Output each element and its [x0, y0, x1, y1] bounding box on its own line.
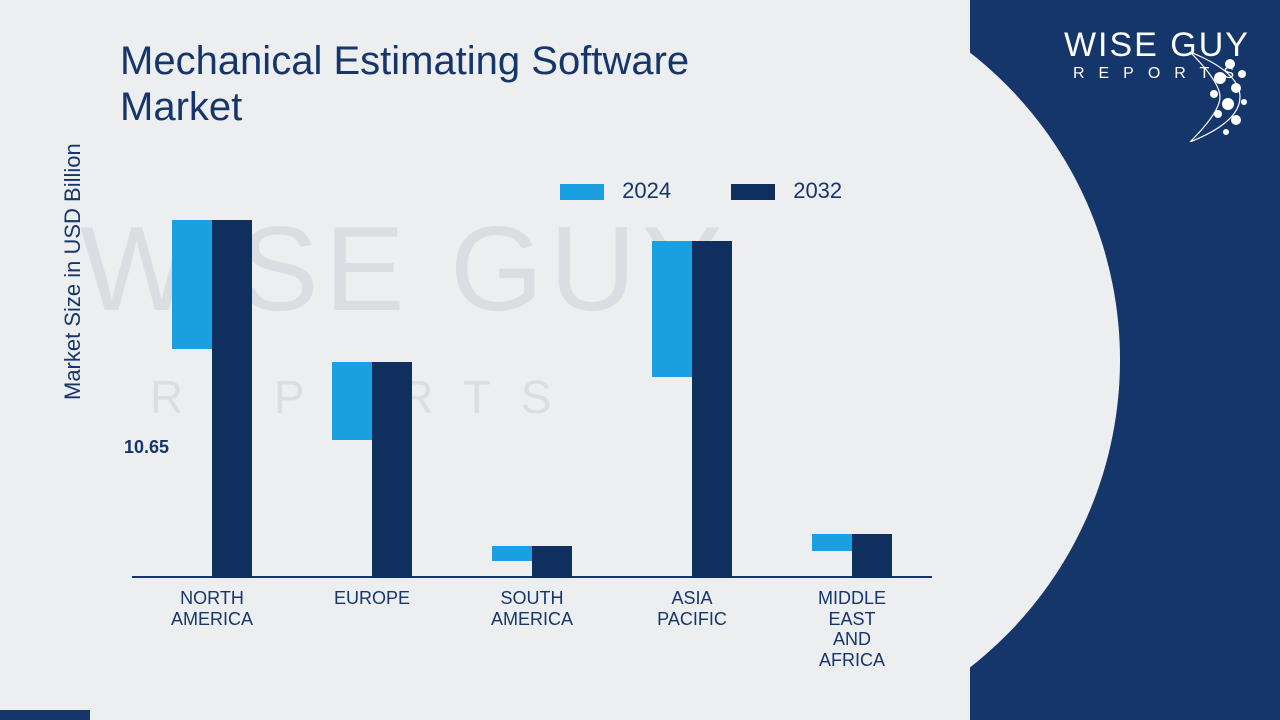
legend-label-2032: 2032 — [793, 178, 842, 203]
legend-swatch-2024 — [560, 184, 604, 200]
brand-name-top: WISE GUY — [1064, 28, 1250, 62]
legend-swatch-2032 — [731, 184, 775, 200]
x-axis-label: ASIAPACIFIC — [612, 588, 772, 629]
legend-item-2024: 2024 — [560, 178, 671, 204]
x-axis-label: SOUTHAMERICA — [452, 588, 612, 629]
legend: 2024 2032 — [560, 178, 842, 204]
bar-group — [772, 534, 932, 578]
bar-s2 — [372, 362, 412, 578]
y-axis-label: Market Size in USD Billion — [60, 143, 86, 400]
legend-label-2024: 2024 — [622, 178, 671, 203]
bar-group — [132, 220, 292, 578]
x-axis-label: NORTHAMERICA — [132, 588, 292, 629]
brand-name-bottom: REPORTS — [1064, 66, 1250, 82]
bar-s2 — [852, 534, 892, 578]
bar-s1 — [172, 220, 212, 349]
bar-s2 — [692, 241, 732, 578]
x-axis-label: EUROPE — [292, 588, 452, 609]
right-band — [970, 0, 1280, 720]
bar-s2 — [532, 546, 572, 578]
brand-logo: WISE GUY REPORTS — [1064, 28, 1250, 82]
bar-group — [452, 546, 612, 578]
legend-item-2032: 2032 — [731, 178, 842, 204]
bar-s1 — [812, 534, 852, 551]
bar-s2 — [212, 220, 252, 578]
bar-s1 — [652, 241, 692, 377]
page: WISE GUY REPORTS Mechanical Estimating S… — [0, 0, 1280, 720]
x-axis-label: MIDDLEEASTANDAFRICA — [772, 588, 932, 671]
bar-s1 — [332, 362, 372, 440]
chart-title: Mechanical Estimating Software Market — [120, 38, 780, 130]
bar-s1 — [492, 546, 532, 561]
footer-accent-bar — [0, 710, 90, 720]
bar-group — [612, 241, 772, 578]
plot-area — [132, 214, 932, 578]
bar-group — [292, 362, 452, 578]
